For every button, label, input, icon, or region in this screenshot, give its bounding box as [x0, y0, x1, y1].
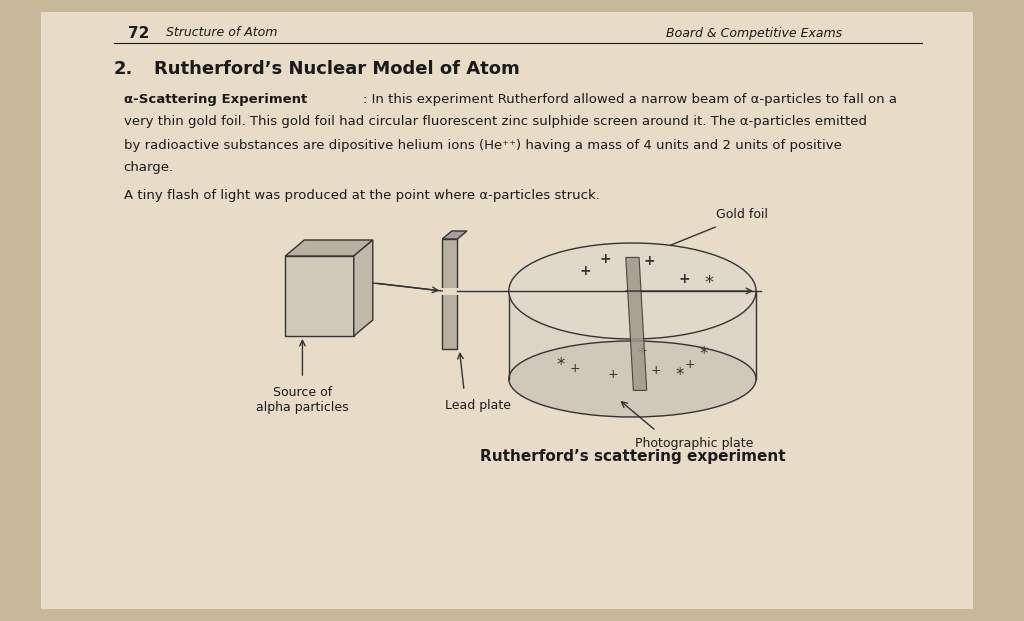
Text: +: + [644, 254, 655, 268]
Text: Lead plate: Lead plate [445, 399, 511, 412]
Text: *: * [705, 274, 713, 292]
Text: Photographic plate: Photographic plate [635, 437, 754, 450]
Polygon shape [286, 240, 373, 256]
Text: very thin gold foil. This gold foil had circular fluorescent zinc sulphide scree: very thin gold foil. This gold foil had … [124, 116, 866, 129]
Bar [978, 12, 1024, 609]
Text: +: + [600, 252, 611, 266]
Text: charge.: charge. [124, 161, 174, 175]
Polygon shape [442, 239, 458, 349]
Polygon shape [353, 240, 373, 336]
Text: α-Scattering Experiment: α-Scattering Experiment [124, 93, 307, 106]
Text: by radioactive substances are dipositive helium ions (He⁺⁺) having a mass of 4 u: by radioactive substances are dipositive… [124, 138, 842, 152]
Polygon shape [509, 291, 756, 379]
Text: +: + [637, 345, 647, 358]
Text: *: * [557, 356, 565, 374]
Text: +: + [684, 358, 695, 371]
Bar [41, 12, 973, 609]
Text: Gold foil: Gold foil [716, 208, 768, 221]
Polygon shape [442, 231, 467, 239]
Text: +: + [651, 365, 662, 378]
Ellipse shape [509, 341, 756, 417]
Text: Rutherford’s Nuclear Model of Atom: Rutherford’s Nuclear Model of Atom [154, 60, 520, 78]
Text: A tiny flash of light was produced at the point where α-particles struck.: A tiny flash of light was produced at th… [124, 189, 599, 202]
Text: 2.: 2. [114, 60, 133, 78]
Text: +: + [608, 368, 618, 381]
Text: *: * [676, 366, 684, 384]
Text: *: * [699, 345, 708, 363]
Text: +: + [579, 264, 591, 278]
Text: Board & Competitive Exams: Board & Competitive Exams [666, 27, 842, 40]
Bar [440, 288, 460, 294]
Text: Rutherford’s scattering experiment: Rutherford’s scattering experiment [479, 448, 785, 463]
Text: +: + [570, 363, 581, 376]
Text: +: + [679, 272, 690, 286]
Text: Structure of Atom: Structure of Atom [167, 27, 278, 40]
Text: : In this experiment Rutherford allowed a narrow beam of α-particles to fall on : : In this experiment Rutherford allowed … [364, 93, 897, 106]
Polygon shape [626, 257, 647, 391]
Text: Source of
alpha particles: Source of alpha particles [256, 386, 349, 414]
Ellipse shape [509, 243, 756, 339]
Polygon shape [286, 256, 353, 336]
Text: 72: 72 [128, 25, 150, 40]
